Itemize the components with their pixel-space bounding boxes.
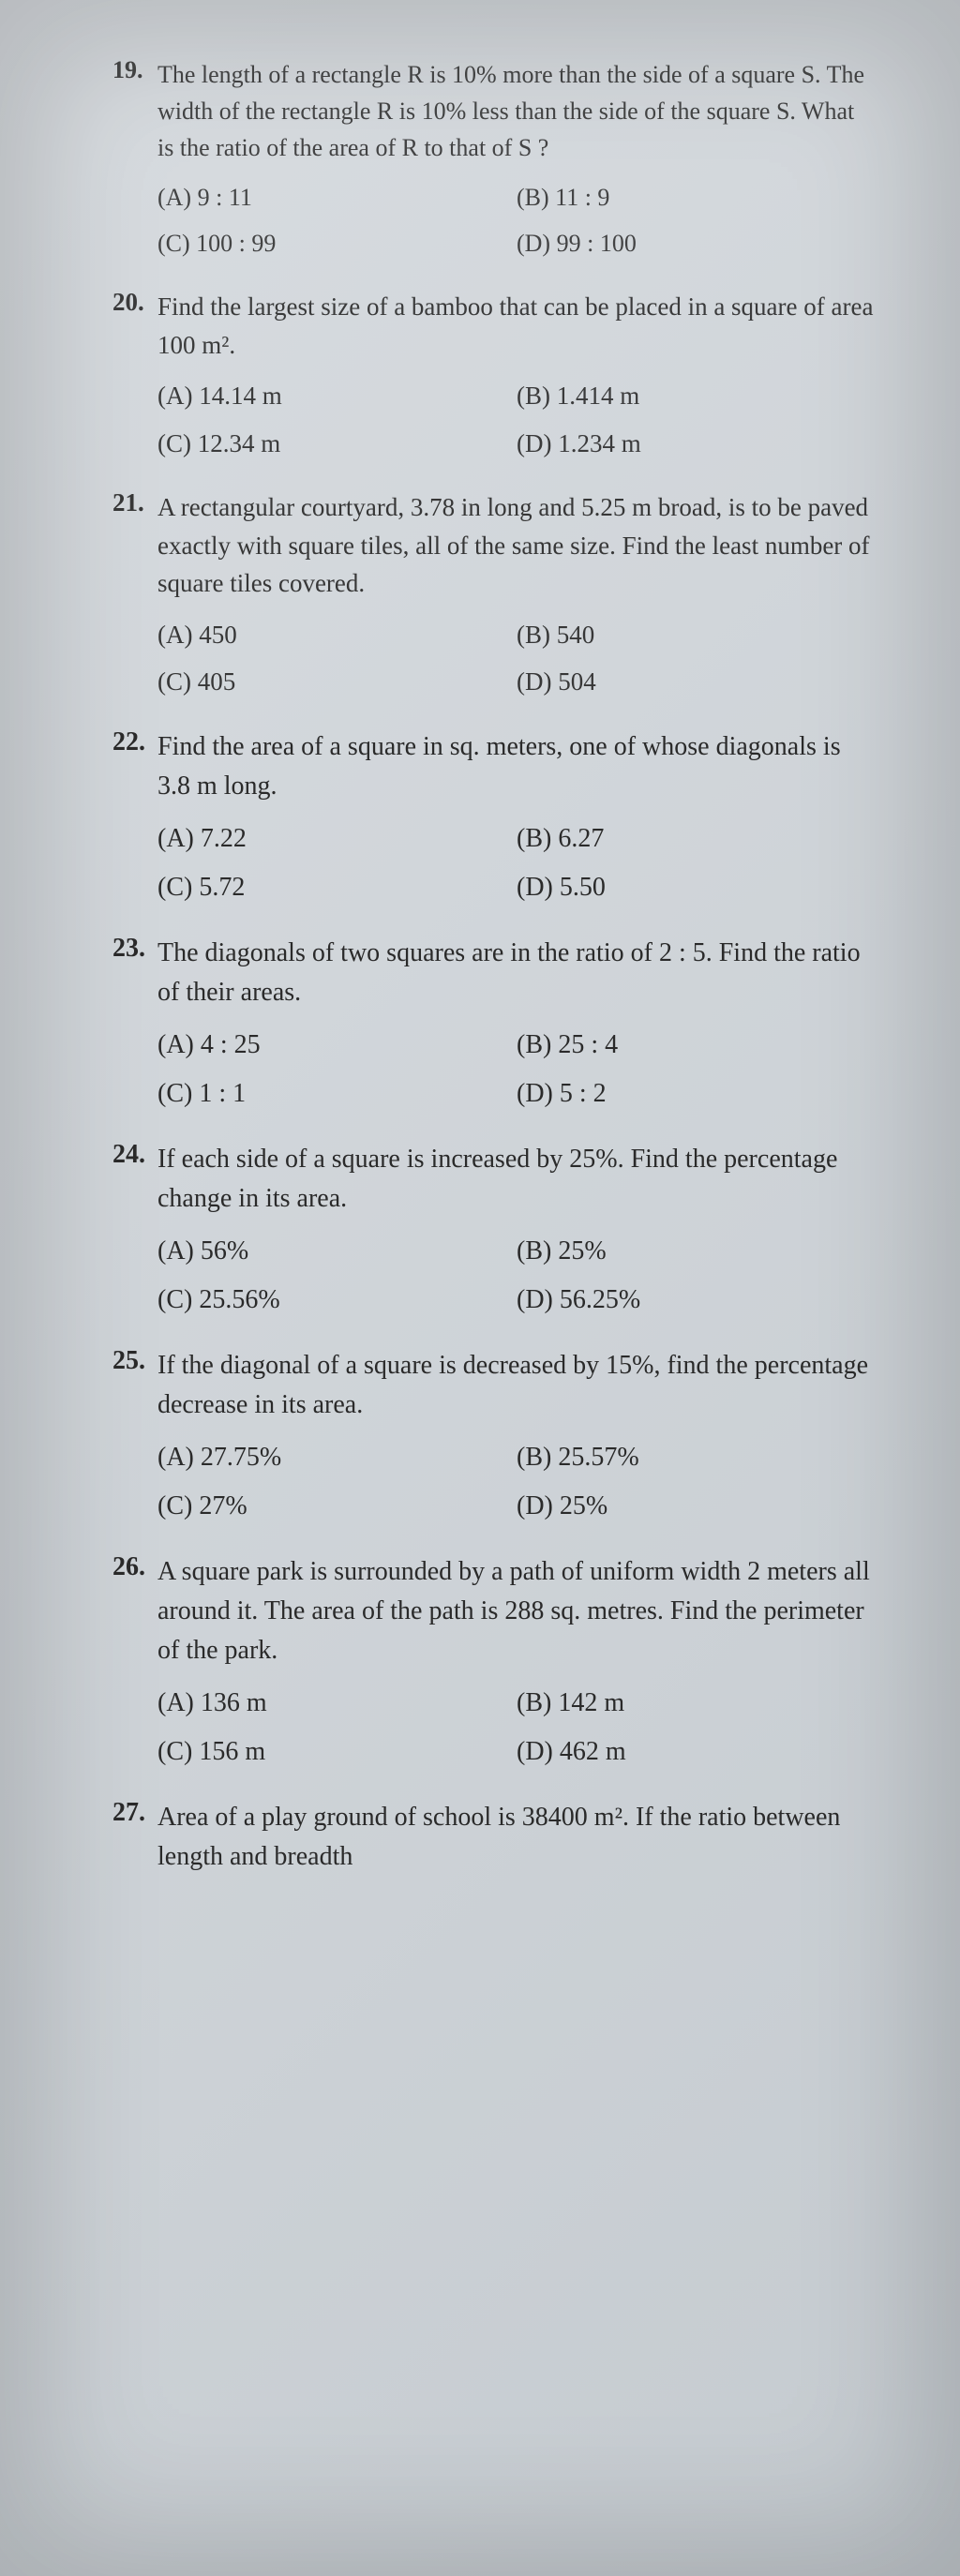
question-26: 26. A square park is surrounded by a pat… xyxy=(112,1552,876,1772)
option-a: (A) 136 m xyxy=(158,1684,517,1723)
question-text: Find the largest size of a bamboo that c… xyxy=(158,288,876,364)
option-c: (C) 405 xyxy=(158,663,517,701)
question-text: If the diagonal of a square is decreased… xyxy=(158,1346,876,1425)
option-d: (D) 5.50 xyxy=(517,868,876,907)
option-a: (A) 7.22 xyxy=(158,819,517,859)
option-a: (A) 27.75% xyxy=(158,1438,517,1477)
question-options: (A) 136 m (B) 142 m (C) 156 m (D) 462 m xyxy=(112,1684,876,1772)
question-27: 27. Area of a play ground of school is 3… xyxy=(112,1798,876,1877)
question-text: Find the area of a square in sq. meters,… xyxy=(158,727,876,806)
question-header: 27. Area of a play ground of school is 3… xyxy=(112,1798,876,1877)
option-a: (A) 14.14 m xyxy=(158,377,517,415)
option-b: (B) 11 : 9 xyxy=(517,179,876,216)
option-b: (B) 6.27 xyxy=(517,819,876,859)
question-21: 21. A rectangular courtyard, 3.78 in lon… xyxy=(112,488,876,701)
question-19: 19. The length of a rectangle R is 10% m… xyxy=(112,56,876,262)
option-b: (B) 540 xyxy=(517,616,876,654)
option-b: (B) 1.414 m xyxy=(517,377,876,415)
question-number: 24. xyxy=(112,1140,158,1170)
question-options: (A) 9 : 11 (B) 11 : 9 (C) 100 : 99 (D) 9… xyxy=(112,179,876,262)
option-b: (B) 142 m xyxy=(517,1684,876,1723)
question-number: 25. xyxy=(112,1346,158,1376)
question-text: If each side of a square is increased by… xyxy=(158,1140,876,1219)
option-d: (D) 462 m xyxy=(517,1732,876,1772)
question-header: 25. If the diagonal of a square is decre… xyxy=(112,1346,876,1425)
question-text: The length of a rectangle R is 10% more … xyxy=(158,56,876,166)
question-header: 22. Find the area of a square in sq. met… xyxy=(112,727,876,806)
question-number: 26. xyxy=(112,1552,158,1582)
option-d: (D) 1.234 m xyxy=(517,425,876,463)
question-20: 20. Find the largest size of a bamboo th… xyxy=(112,288,876,462)
question-options: (A) 4 : 25 (B) 25 : 4 (C) 1 : 1 (D) 5 : … xyxy=(112,1026,876,1114)
question-text: Area of a play ground of school is 38400… xyxy=(158,1798,876,1877)
question-22: 22. Find the area of a square in sq. met… xyxy=(112,727,876,907)
option-c: (C) 27% xyxy=(158,1487,517,1526)
question-header: 21. A rectangular courtyard, 3.78 in lon… xyxy=(112,488,876,603)
question-number: 27. xyxy=(112,1798,158,1828)
question-options: (A) 56% (B) 25% (C) 25.56% (D) 56.25% xyxy=(112,1232,876,1320)
option-a: (A) 56% xyxy=(158,1232,517,1271)
question-header: 20. Find the largest size of a bamboo th… xyxy=(112,288,876,364)
question-text: A rectangular courtyard, 3.78 in long an… xyxy=(158,488,876,603)
option-c: (C) 5.72 xyxy=(158,868,517,907)
question-header: 19. The length of a rectangle R is 10% m… xyxy=(112,56,876,166)
question-number: 21. xyxy=(112,488,158,517)
option-d: (D) 5 : 2 xyxy=(517,1074,876,1114)
question-header: 23. The diagonals of two squares are in … xyxy=(112,934,876,1012)
question-number: 19. xyxy=(112,56,158,84)
question-options: (A) 450 (B) 540 (C) 405 (D) 504 xyxy=(112,616,876,701)
option-c: (C) 156 m xyxy=(158,1732,517,1772)
question-text: A square park is surrounded by a path of… xyxy=(158,1552,876,1670)
question-options: (A) 14.14 m (B) 1.414 m (C) 12.34 m (D) … xyxy=(112,377,876,462)
option-c: (C) 100 : 99 xyxy=(158,225,517,262)
option-c: (C) 25.56% xyxy=(158,1281,517,1320)
question-number: 22. xyxy=(112,727,158,757)
option-d: (D) 56.25% xyxy=(517,1281,876,1320)
option-b: (B) 25.57% xyxy=(517,1438,876,1477)
question-header: 24. If each side of a square is increase… xyxy=(112,1140,876,1219)
question-options: (A) 27.75% (B) 25.57% (C) 27% (D) 25% xyxy=(112,1438,876,1526)
question-options: (A) 7.22 (B) 6.27 (C) 5.72 (D) 5.50 xyxy=(112,819,876,907)
option-c: (C) 12.34 m xyxy=(158,425,517,463)
option-d: (D) 25% xyxy=(517,1487,876,1526)
question-24: 24. If each side of a square is increase… xyxy=(112,1140,876,1320)
option-a: (A) 9 : 11 xyxy=(158,179,517,216)
question-25: 25. If the diagonal of a square is decre… xyxy=(112,1346,876,1526)
question-number: 23. xyxy=(112,934,158,964)
option-c: (C) 1 : 1 xyxy=(158,1074,517,1114)
option-b: (B) 25% xyxy=(517,1232,876,1271)
option-b: (B) 25 : 4 xyxy=(517,1026,876,1065)
option-a: (A) 450 xyxy=(158,616,517,654)
option-d: (D) 504 xyxy=(517,663,876,701)
question-header: 26. A square park is surrounded by a pat… xyxy=(112,1552,876,1670)
question-23: 23. The diagonals of two squares are in … xyxy=(112,934,876,1114)
question-text: The diagonals of two squares are in the … xyxy=(158,934,876,1012)
option-a: (A) 4 : 25 xyxy=(158,1026,517,1065)
question-number: 20. xyxy=(112,288,158,317)
option-d: (D) 99 : 100 xyxy=(517,225,876,262)
